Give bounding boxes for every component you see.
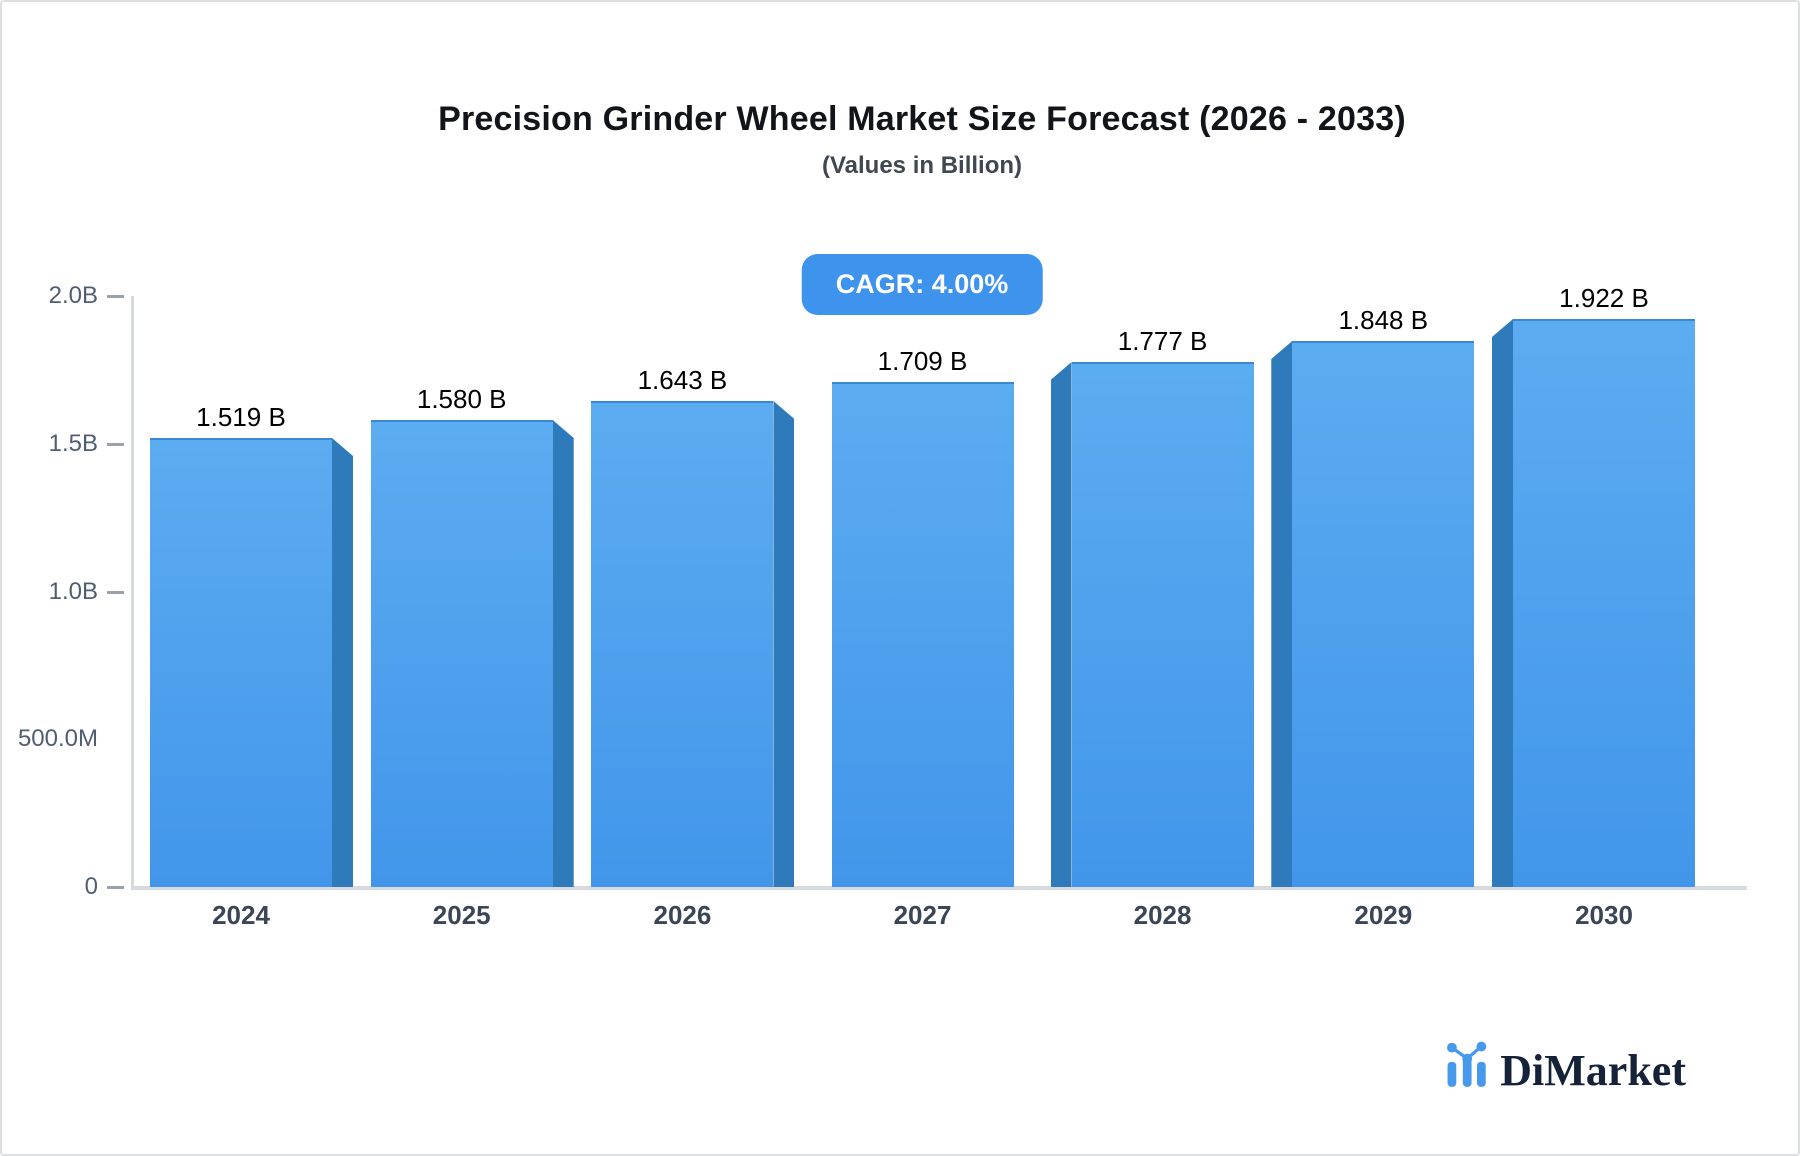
y-tick-label: 1.0B — [48, 577, 98, 605]
bar-value-label: 1.643 B — [637, 365, 728, 395]
y-tick-label: 2.0B — [48, 282, 98, 309]
x-axis-label-2024: 2024 — [212, 900, 270, 930]
bar-2030[interactable] — [1513, 319, 1695, 887]
bar-value-label: 1.519 B — [196, 402, 286, 432]
y-tick-dash — [107, 442, 124, 446]
bar-side-face — [773, 401, 795, 887]
chart-subtitle: (Values in Billion) — [821, 152, 1023, 179]
bar-2026[interactable] — [591, 401, 774, 887]
x-axis-label-2028: 2028 — [1133, 900, 1192, 930]
x-axis-label-2025: 2025 — [432, 900, 491, 930]
bar-2028[interactable] — [1071, 362, 1254, 887]
bar-value-label: 1.580 B — [416, 384, 507, 414]
y-tick-dash — [107, 590, 124, 594]
dimarket-logo: DiMarket — [1442, 1040, 1686, 1093]
bar-side-face — [1492, 319, 1513, 887]
bar-side-face — [552, 420, 574, 887]
x-axis-line — [131, 886, 1747, 890]
bar-value-label: 1.777 B — [1117, 326, 1208, 356]
logo-text: DiMarket — [1500, 1046, 1686, 1095]
bar-2024[interactable] — [150, 438, 332, 887]
bar-value-label: 1.848 B — [1338, 305, 1429, 335]
bar-value-label: 1.922 B — [1559, 283, 1649, 313]
bar-2025[interactable] — [370, 420, 553, 887]
x-axis-label-2026: 2026 — [653, 900, 712, 930]
bar-side-face — [1050, 362, 1072, 887]
x-axis-label-2030: 2030 — [1575, 900, 1633, 930]
x-axis-label-2029: 2029 — [1354, 900, 1413, 930]
bar-2027[interactable] — [831, 382, 1014, 887]
x-axis-label-2027: 2027 — [893, 900, 952, 930]
chart-title: Precision Grinder Wheel Market Size Fore… — [438, 100, 1406, 138]
y-tick-dash — [107, 295, 124, 298]
bar-2029[interactable] — [1292, 341, 1475, 887]
y-tick-label: 1.5B — [48, 429, 98, 457]
y-axis-line — [131, 296, 134, 890]
y-tick-label: 500.0M — [17, 725, 98, 753]
bar-side-face — [1271, 341, 1293, 887]
y-tick-label: 0 — [84, 873, 98, 900]
bar-side-face — [332, 438, 353, 887]
y-tick-dash — [107, 886, 124, 889]
bar-chart-logo-icon — [1442, 1040, 1488, 1093]
bar-value-label: 1.709 B — [877, 346, 968, 376]
cagr-badge: CAGR: 4.00% — [801, 254, 1043, 315]
